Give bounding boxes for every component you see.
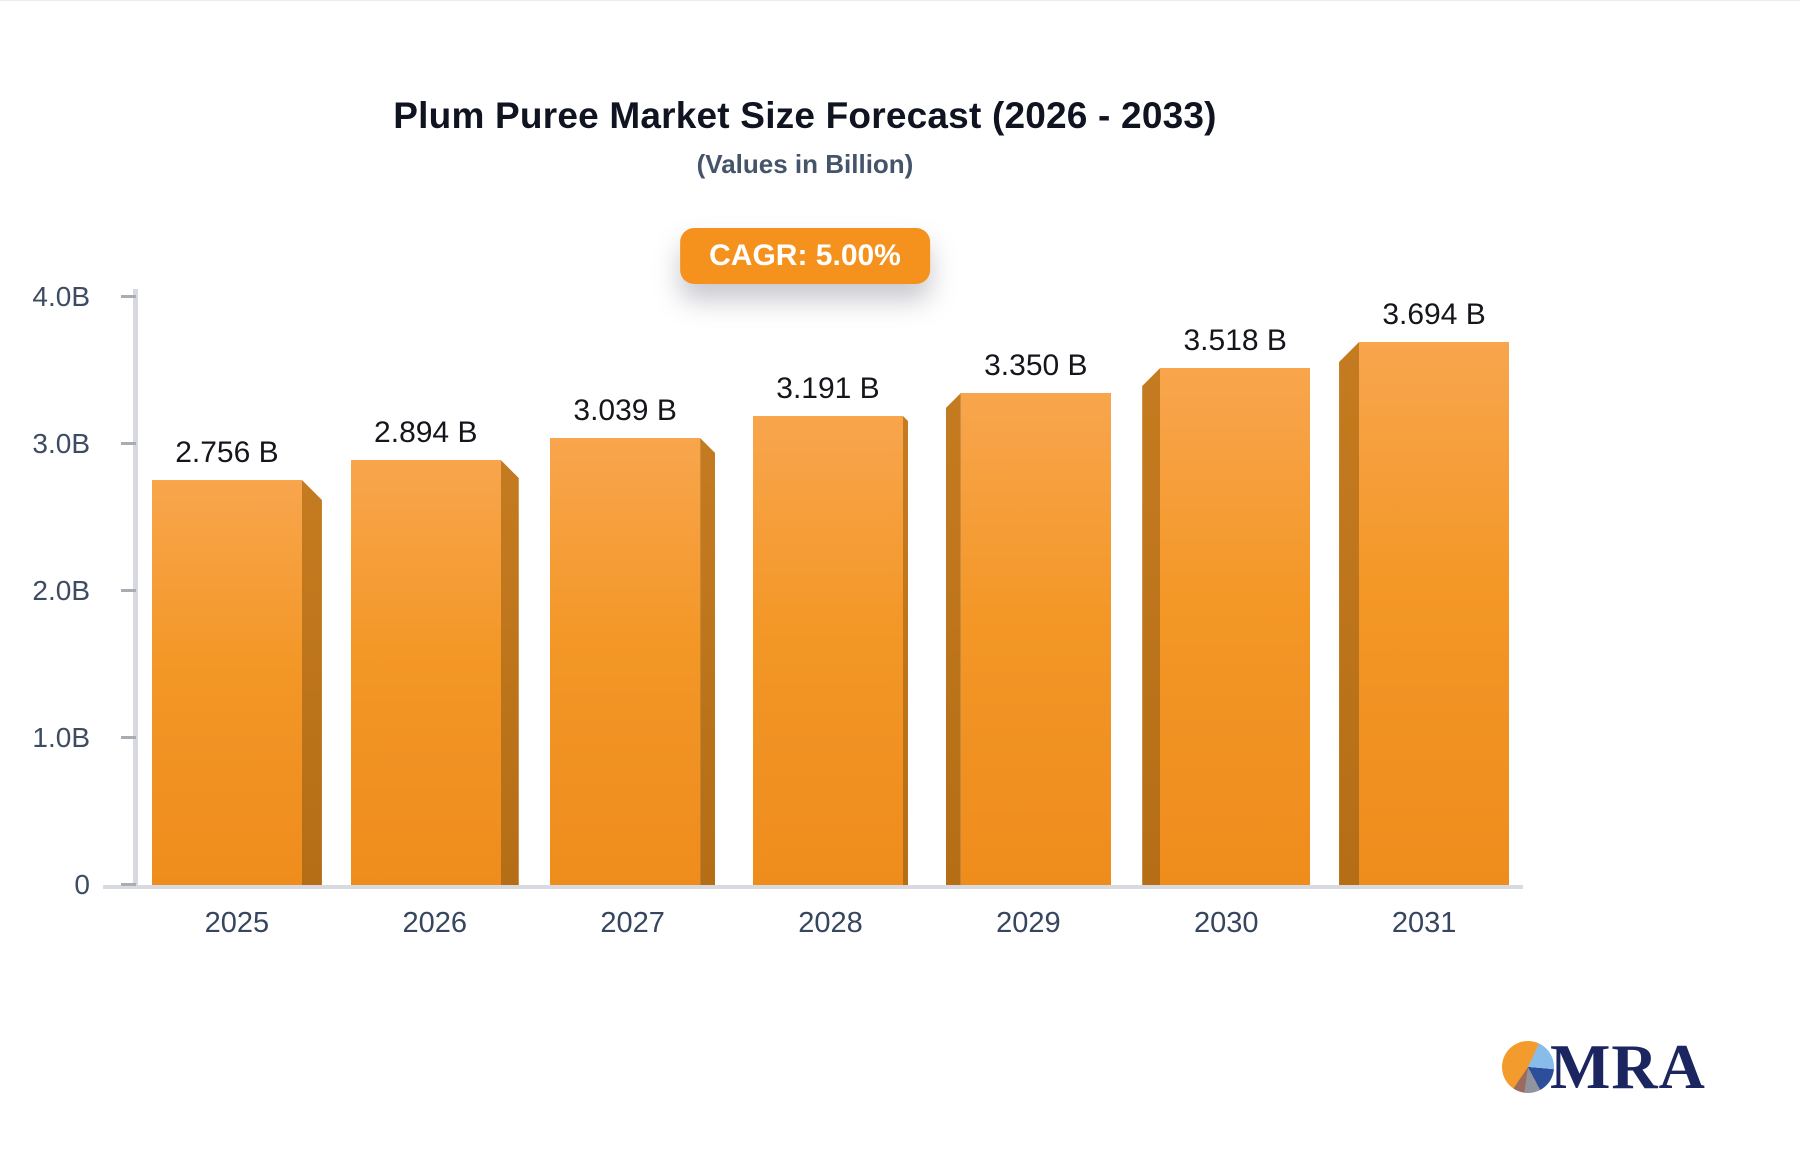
bar-face [960, 393, 1111, 885]
bar-3d-side [700, 438, 716, 885]
bar-2030: 3.518 B [1142, 324, 1311, 885]
bar-face [350, 460, 501, 885]
y-tick-label: 2.0B [32, 575, 90, 606]
x-axis-label-2028: 2028 [798, 907, 863, 939]
bar-column-2025: 2.756 B [138, 436, 336, 885]
bar-face [752, 416, 903, 885]
bar-face [151, 480, 302, 885]
bar-column-2026: 2.894 B [336, 416, 534, 885]
bar-face [1160, 368, 1311, 885]
brand-logo-text: MRA [1550, 1031, 1706, 1102]
y-tick-mark [121, 736, 136, 739]
x-axis-label-2027: 2027 [600, 907, 665, 939]
bar-column-2030: 3.518 B [1127, 324, 1325, 885]
bar-value-label: 2.756 B [175, 436, 279, 469]
bar-value-label: 3.039 B [573, 394, 677, 427]
bar-3d-side [945, 393, 961, 885]
y-tick-mark [121, 442, 136, 445]
cagr-badge: CAGR: 5.00% [680, 228, 930, 284]
x-axis-label-2031: 2031 [1391, 907, 1457, 939]
bar-2025: 2.756 B [151, 436, 322, 885]
pie-chart-logo-icon [1502, 1041, 1554, 1093]
bar-value-label: 3.191 B [776, 372, 880, 405]
x-axis-labels: 2025 2026 2027 2028 2029 2030 2031 [138, 907, 1523, 940]
bar-2031: 3.694 B [1339, 298, 1510, 885]
x-axis-baseline [103, 885, 1523, 889]
brand-logo: MRA [1502, 1031, 1706, 1102]
bar-3d-side [902, 416, 908, 885]
bar-2029: 3.350 B [945, 349, 1111, 885]
bar-3d-side [301, 480, 322, 885]
y-tick-label: 0 [74, 869, 90, 900]
bar-value-label: 3.350 B [984, 349, 1088, 382]
plot-area: 2.756 B 2.894 B 3.039 B 3.191 B 3.350 B 3.518… [138, 297, 1523, 885]
bar-face [550, 438, 701, 885]
y-tick-label: 3.0B [32, 428, 90, 459]
bar-value-label: 3.694 B [1382, 298, 1486, 331]
x-axis-label-2025: 2025 [204, 907, 270, 939]
bar-value-label: 3.518 B [1183, 324, 1287, 357]
x-axis-label-2029: 2029 [996, 907, 1061, 939]
y-tick-label: 4.0B [32, 281, 90, 312]
bar-2026: 2.894 B [350, 416, 519, 885]
bar-column-2028: 3.191 B [732, 372, 930, 885]
y-tick-mark [121, 589, 136, 592]
y-tick-mark [121, 883, 136, 886]
bar-face [1359, 342, 1510, 885]
bar-column-2029: 3.350 B [929, 349, 1127, 885]
chart-subtitle: (Values in Billion) [696, 149, 914, 179]
bar-column-2031: 3.694 B [1325, 298, 1523, 885]
bar-column-2027: 3.039 B [534, 394, 732, 885]
bar-3d-side [500, 460, 519, 885]
y-tick-label: 1.0B [32, 722, 90, 753]
bar-3d-side [1339, 342, 1360, 885]
x-axis-label-2030: 2030 [1193, 907, 1259, 939]
bar-2028: 3.191 B [752, 372, 908, 885]
x-axis-label-2026: 2026 [402, 907, 468, 939]
bar-3d-side [1142, 368, 1161, 885]
chart-title: Plum Puree Market Size Forecast (2026 - … [393, 95, 1217, 136]
y-tick-mark [121, 295, 136, 298]
bar-value-label: 2.894 B [374, 416, 478, 449]
bar-2027: 3.039 B [550, 394, 716, 885]
